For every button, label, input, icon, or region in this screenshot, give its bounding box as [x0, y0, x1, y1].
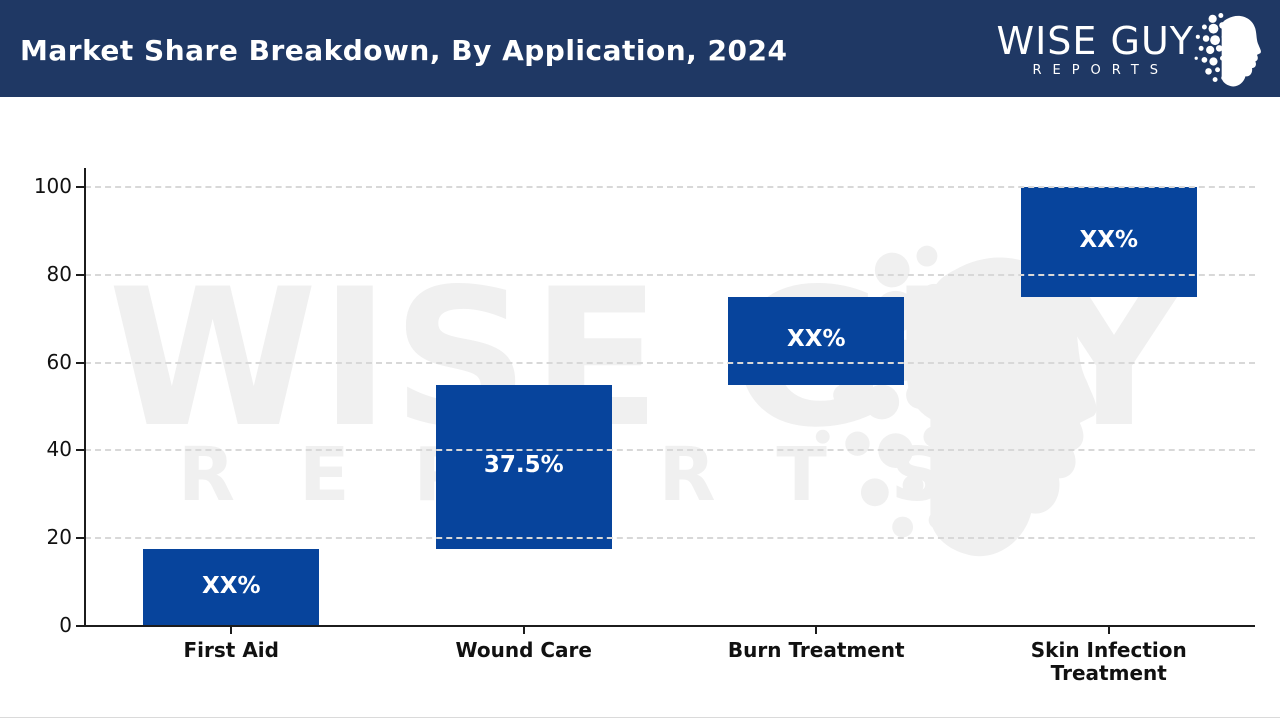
x-category-label-3: Skin Infection Treatment: [1030, 638, 1187, 685]
bottom-hairline: [0, 717, 1280, 718]
y-tick-40: [76, 449, 84, 452]
y-tick-80: [76, 273, 84, 276]
y-tick-label-60: 60: [46, 349, 72, 374]
x-tick-1: [522, 627, 525, 634]
gridline-80: [85, 273, 1255, 276]
gridline-60: [85, 361, 1255, 364]
x-tick-0: [230, 627, 233, 634]
logo-wordmark: WISE GUY: [996, 19, 1194, 63]
x-axis: [84, 625, 1255, 627]
gridline-20: [85, 537, 1255, 540]
wise-guy-reports-logo: WISE GUY REPORTS: [997, 8, 1266, 92]
gridline-100: [85, 186, 1255, 188]
y-tick-label-0: 0: [59, 613, 72, 637]
y-tick-0: [76, 625, 84, 627]
bar-3: [1020, 187, 1197, 297]
bar-2: [728, 296, 905, 385]
y-tick-label-80: 80: [46, 261, 72, 286]
y-axis: [84, 168, 86, 627]
y-tick-label-20: 20: [46, 525, 72, 550]
chart-title: Market Share Breakdown, By Application, …: [20, 34, 788, 67]
y-tick-60: [76, 361, 84, 364]
bar-0: [143, 549, 320, 626]
x-tick-3: [1107, 627, 1110, 634]
x-category-label-0: First Aid: [183, 638, 279, 662]
y-tick-20: [76, 537, 84, 540]
logo-subtitle: REPORTS: [1032, 63, 1170, 78]
header-bar: Market Share Breakdown, By Application, …: [0, 0, 1280, 97]
y-tick-100: [76, 186, 84, 188]
y-tick-label-100: 100: [33, 174, 72, 198]
x-tick-2: [815, 627, 818, 634]
bar-value-label-3: XX%: [1079, 226, 1138, 253]
bar-value-label-0: XX%: [201, 572, 261, 599]
bar-1: [435, 384, 612, 550]
logo-head-dots-icon: [1194, 13, 1261, 87]
gridline-40: [85, 449, 1255, 452]
x-category-label-1: Wound Care: [455, 638, 592, 662]
bar-value-label-2: XX%: [786, 325, 846, 352]
x-category-label-2: Burn Treatment: [727, 638, 905, 662]
bar-value-label-1: 37.5%: [483, 451, 564, 478]
logo-text: WISE GUY REPORTS: [997, 22, 1194, 78]
y-tick-label-40: 40: [46, 437, 72, 462]
